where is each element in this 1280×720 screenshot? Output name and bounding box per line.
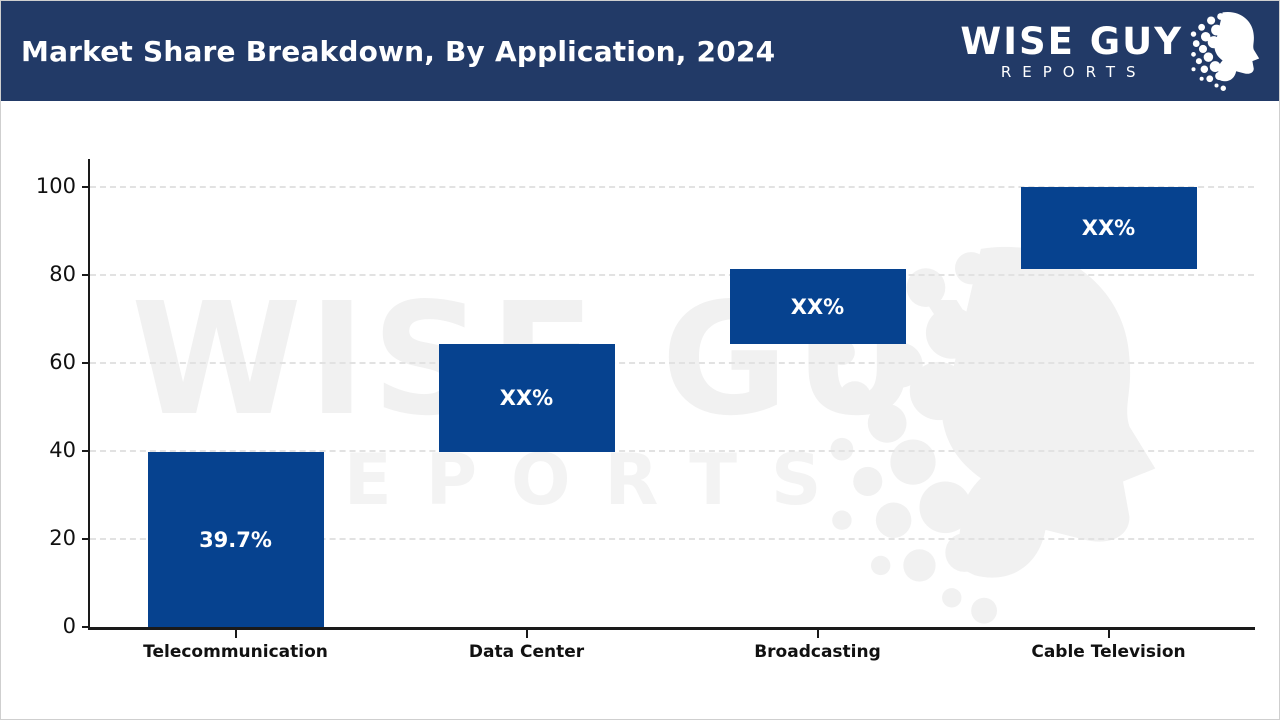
x-tick-data-center — [525, 630, 528, 638]
gridline-100 — [90, 186, 1254, 188]
x-tick-cable-television — [1107, 630, 1110, 638]
bar-data-center: XX% — [438, 344, 615, 453]
x-axis — [88, 627, 1255, 630]
x-tick-telecommunication — [234, 630, 237, 638]
gridline-60 — [90, 362, 1254, 364]
bar-value-label: XX% — [499, 386, 554, 411]
logo-subtitle: REPORTS — [1000, 62, 1147, 81]
gridline-40 — [90, 450, 1254, 452]
bar-value-label: 39.7% — [199, 527, 272, 552]
y-tick-0 — [82, 626, 90, 628]
gridline-20 — [90, 538, 1254, 540]
gridline-80 — [90, 274, 1254, 276]
bar-value-label: XX% — [790, 294, 845, 319]
bar-cable-television: XX% — [1020, 187, 1197, 270]
header-bar: Market Share Breakdown, By Application, … — [1, 1, 1279, 101]
wiseguy-head-icon — [1190, 11, 1260, 91]
y-tick-60 — [82, 362, 90, 364]
y-tick-100 — [82, 186, 90, 188]
y-tick-label-100: 100 — [35, 174, 76, 198]
x-category-label-data-center: Data Center — [468, 642, 585, 662]
y-tick-label-20: 20 — [49, 526, 76, 550]
y-tick-label-0: 0 — [62, 614, 76, 638]
y-tick-80 — [82, 274, 90, 276]
x-category-label-telecommunication: Telecommunication — [143, 642, 328, 662]
y-tick-40 — [82, 450, 90, 452]
y-axis — [88, 159, 90, 629]
wiseguy-logo-text: WISE GUY REPORTS — [960, 23, 1183, 80]
bar-broadcasting: XX% — [729, 269, 906, 345]
x-category-label-cable-television: Cable Television — [1031, 642, 1186, 662]
x-tick-broadcasting — [816, 630, 819, 638]
y-tick-label-80: 80 — [49, 262, 76, 286]
x-category-label-broadcasting: Broadcasting — [754, 642, 881, 662]
y-tick-label-60: 60 — [49, 350, 76, 374]
logo-wordmark: WISE GUY — [960, 19, 1183, 63]
wiseguy-logo: WISE GUY REPORTS — [960, 7, 1267, 95]
bar-value-label: XX% — [1081, 216, 1136, 241]
y-tick-20 — [82, 538, 90, 540]
y-tick-label-40: 40 — [49, 438, 76, 462]
page-title: Market Share Breakdown, By Application, … — [21, 34, 776, 68]
bar-telecommunication: 39.7% — [147, 452, 324, 627]
